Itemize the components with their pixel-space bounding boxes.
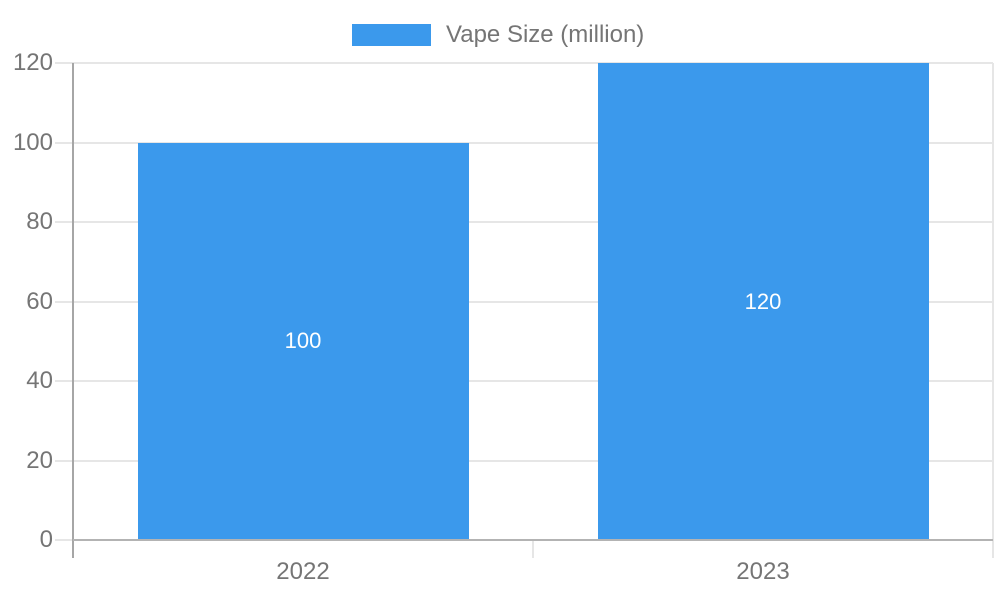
y-tick-label: 80 [26,208,53,235]
y-axis-tick [55,300,73,303]
gridline [73,221,993,223]
y-tick-label: 0 [39,526,53,553]
plot-right-border [992,63,994,558]
y-tick-label: 60 [26,287,53,315]
y-tick-label: 40 [26,367,53,394]
gridline [73,62,993,64]
bar-value-label: 100 [284,328,322,354]
y-axis-tick [55,459,73,462]
legend-label: Vape Size (million) [446,21,645,48]
legend-item[interactable]: Vape Size (million) [352,21,644,49]
x-axis-tick [532,540,534,558]
y-axis-line [72,63,74,558]
y-axis-tick [55,221,73,223]
gridline [73,380,993,382]
x-axis-line [73,539,993,541]
x-tick-label: 2023 [736,558,790,585]
y-axis-tick [55,62,73,64]
y-axis-tick [55,380,73,382]
y-tick-label: 120 [12,49,53,76]
bar-value-label: 120 [744,288,782,314]
y-tick-label: 20 [26,446,53,474]
y-tick-label: 100 [12,128,53,156]
y-axis-tick [55,539,73,541]
bar-2022[interactable] [137,142,469,540]
legend-swatch [352,24,431,46]
y-axis-tick [55,141,73,144]
bar-2023[interactable] [597,63,929,540]
gridline [73,459,993,462]
gridline [73,141,993,144]
gridline [73,300,993,303]
x-tick-label: 2022 [276,558,330,585]
